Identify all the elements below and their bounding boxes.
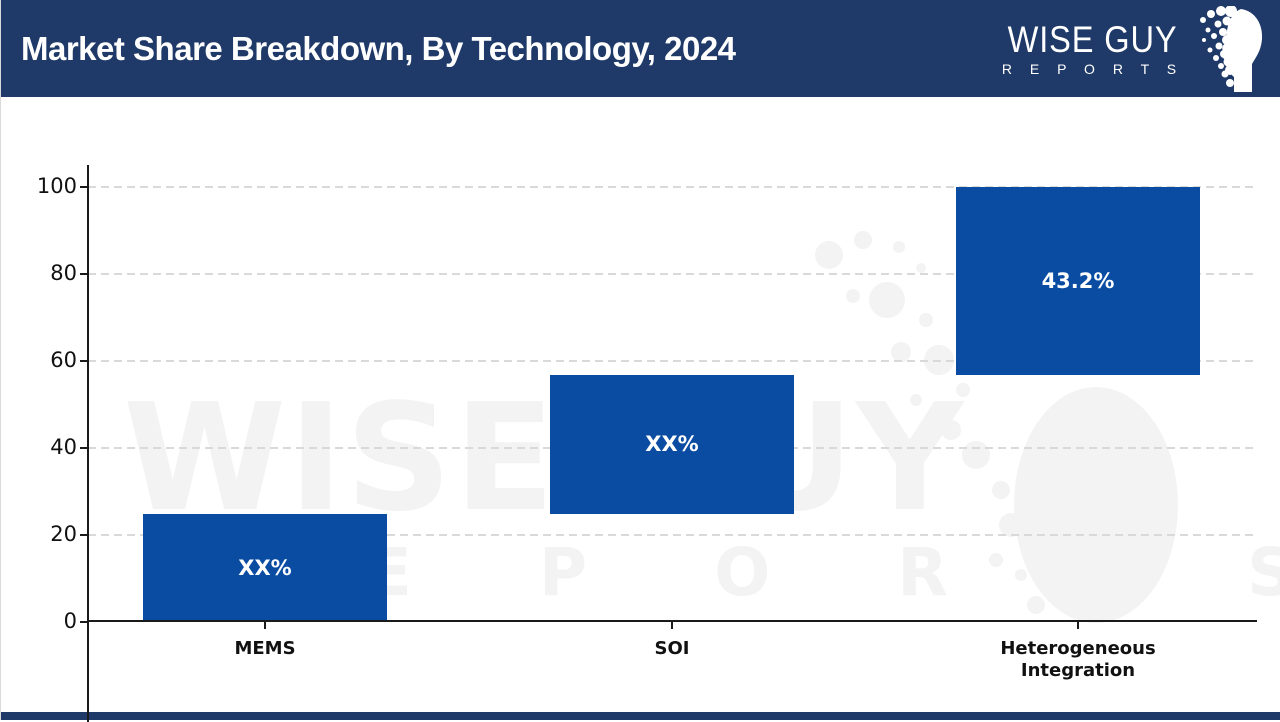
x-category-label: Heterogeneous Integration bbox=[1000, 638, 1156, 681]
y-tick-mark bbox=[80, 272, 88, 275]
footer-bar bbox=[1, 712, 1280, 720]
header-bar: Market Share Breakdown, By Technology, 2… bbox=[1, 0, 1280, 97]
gridline bbox=[88, 533, 1256, 536]
watermark-wiseguy-text: WISE GUY bbox=[123, 372, 966, 544]
y-tick-mark bbox=[80, 533, 88, 536]
bar-value-label: XX% bbox=[238, 555, 292, 580]
logo-text: WISE GUY R E P O R T S bbox=[996, 18, 1189, 77]
y-axis-line bbox=[87, 165, 89, 722]
logo-wiseguy-text: WISE GUY bbox=[1007, 18, 1178, 60]
y-tick-mark bbox=[80, 186, 88, 188]
x-axis-line bbox=[87, 620, 1257, 622]
y-tick-label: 100 bbox=[36, 174, 77, 198]
gridline bbox=[88, 359, 1256, 362]
watermark-face-icon bbox=[815, 231, 1178, 623]
logo: WISE GUY R E P O R T S bbox=[996, 5, 1267, 92]
y-tick-label: 0 bbox=[63, 608, 77, 633]
x-tick-mark bbox=[1077, 622, 1079, 629]
bar-value-label: XX% bbox=[645, 432, 699, 457]
y-tick-label: 20 bbox=[50, 521, 77, 546]
bar: 43.2% bbox=[956, 187, 1200, 375]
bar: XX% bbox=[143, 514, 387, 622]
y-tick-label: 60 bbox=[50, 347, 77, 372]
x-category-label: SOI bbox=[654, 638, 690, 659]
y-tick-mark bbox=[80, 620, 88, 623]
logo-face-icon bbox=[1200, 5, 1263, 92]
y-tick-label: 40 bbox=[50, 434, 77, 459]
y-tick-label: 80 bbox=[50, 260, 77, 285]
logo-reports-text: R E P O R T S bbox=[1001, 60, 1184, 77]
x-tick-mark bbox=[264, 622, 266, 629]
y-tick-mark bbox=[80, 359, 88, 362]
bar-value-label: 43.2% bbox=[1041, 268, 1115, 293]
y-tick-mark bbox=[80, 446, 88, 449]
x-tick-mark bbox=[671, 622, 673, 629]
bar: XX% bbox=[550, 374, 794, 515]
x-category-label: MEMS bbox=[234, 638, 296, 659]
chart-area: WISE GUY R E P O R T S 0 20 40 60 80 100 XX% XX… bbox=[1, 97, 1280, 722]
gridline bbox=[88, 186, 1256, 188]
gridline bbox=[88, 272, 1256, 275]
chart-title: Market Share Breakdown, By Technology, 2… bbox=[21, 29, 736, 67]
